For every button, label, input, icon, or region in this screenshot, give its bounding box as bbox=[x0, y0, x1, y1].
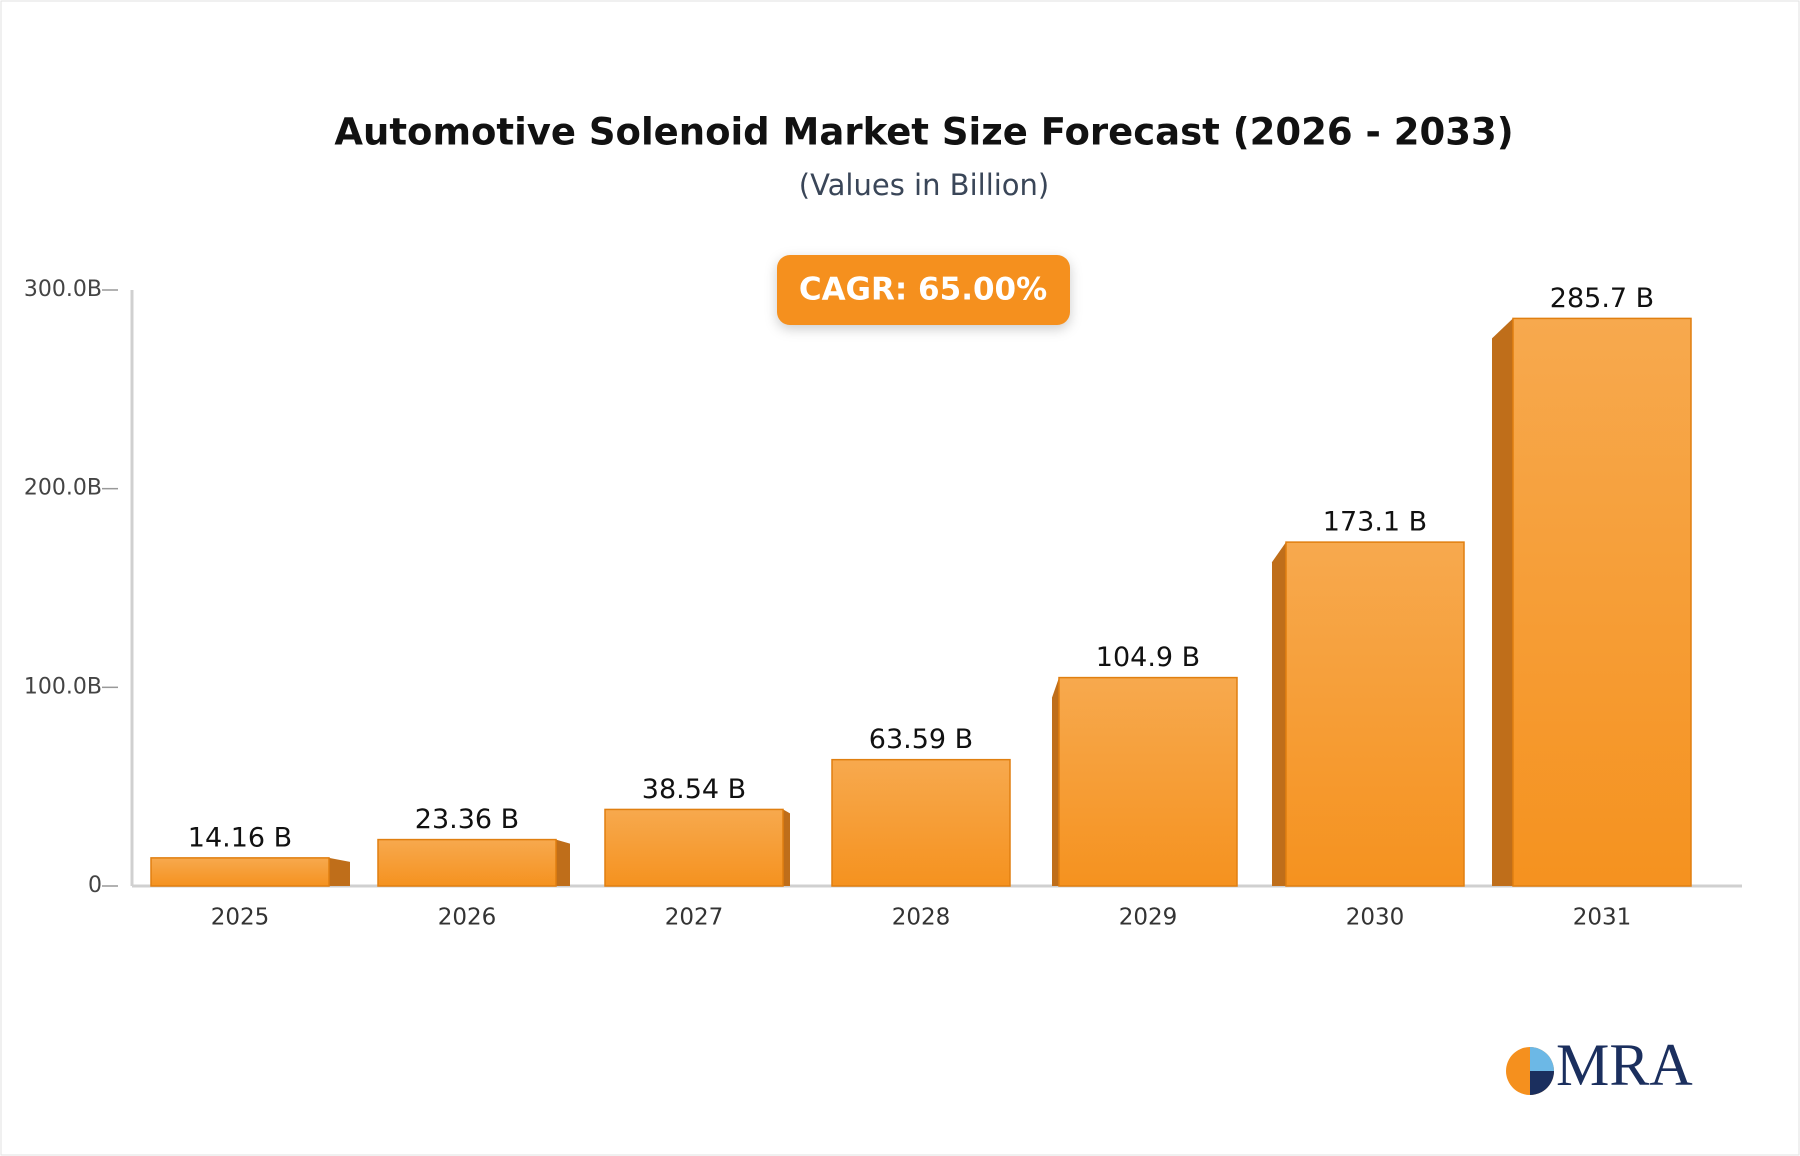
value-label: 14.16 B bbox=[188, 822, 292, 853]
bar bbox=[1058, 676, 1238, 887]
value-label: 63.59 B bbox=[869, 724, 973, 755]
y-tick-label: 100.0B bbox=[24, 674, 102, 699]
logo-icon-part bbox=[1530, 1047, 1554, 1071]
bar-side bbox=[1052, 677, 1059, 886]
bar bbox=[604, 808, 784, 887]
logo-text: MRA bbox=[1556, 1032, 1693, 1098]
x-tick-label: 2025 bbox=[211, 905, 270, 931]
value-label: 104.9 B bbox=[1096, 642, 1200, 673]
bar-side bbox=[556, 839, 570, 886]
bar-side bbox=[1492, 318, 1513, 887]
logo-icon-part bbox=[1530, 1071, 1554, 1095]
cagr-badge bbox=[777, 255, 1070, 325]
value-label: 38.54 B bbox=[642, 774, 746, 805]
y-tick-label: 200.0B bbox=[24, 476, 102, 501]
chart-title: Automotive Solenoid Market Size Forecast… bbox=[334, 111, 1513, 154]
bar bbox=[377, 838, 557, 887]
x-tick-label: 2029 bbox=[1119, 905, 1178, 931]
y-tick-label: 300.0B bbox=[24, 277, 102, 302]
chart-subtitle: (Values in Billion) bbox=[799, 168, 1050, 202]
bar bbox=[1512, 317, 1692, 887]
logo: MRA bbox=[1506, 1032, 1693, 1098]
bar-side bbox=[1272, 542, 1286, 886]
cagr-text: CAGR: 65.00% bbox=[799, 272, 1047, 308]
x-tick-label: 2030 bbox=[1346, 905, 1405, 931]
x-tick-label: 2027 bbox=[665, 905, 724, 931]
bar-side bbox=[329, 857, 350, 886]
bar bbox=[1285, 541, 1465, 887]
value-label: 23.36 B bbox=[415, 804, 519, 835]
bar bbox=[150, 857, 330, 887]
x-tick-label: 2028 bbox=[892, 905, 951, 931]
bar bbox=[831, 758, 1011, 887]
bar-side bbox=[783, 809, 790, 886]
y-tick-label: 0 bbox=[88, 873, 102, 898]
x-tick-label: 2026 bbox=[438, 905, 497, 931]
x-tick-label: 2031 bbox=[1573, 905, 1632, 931]
value-label: 285.7 B bbox=[1550, 283, 1654, 314]
value-label: 173.1 B bbox=[1323, 507, 1427, 538]
